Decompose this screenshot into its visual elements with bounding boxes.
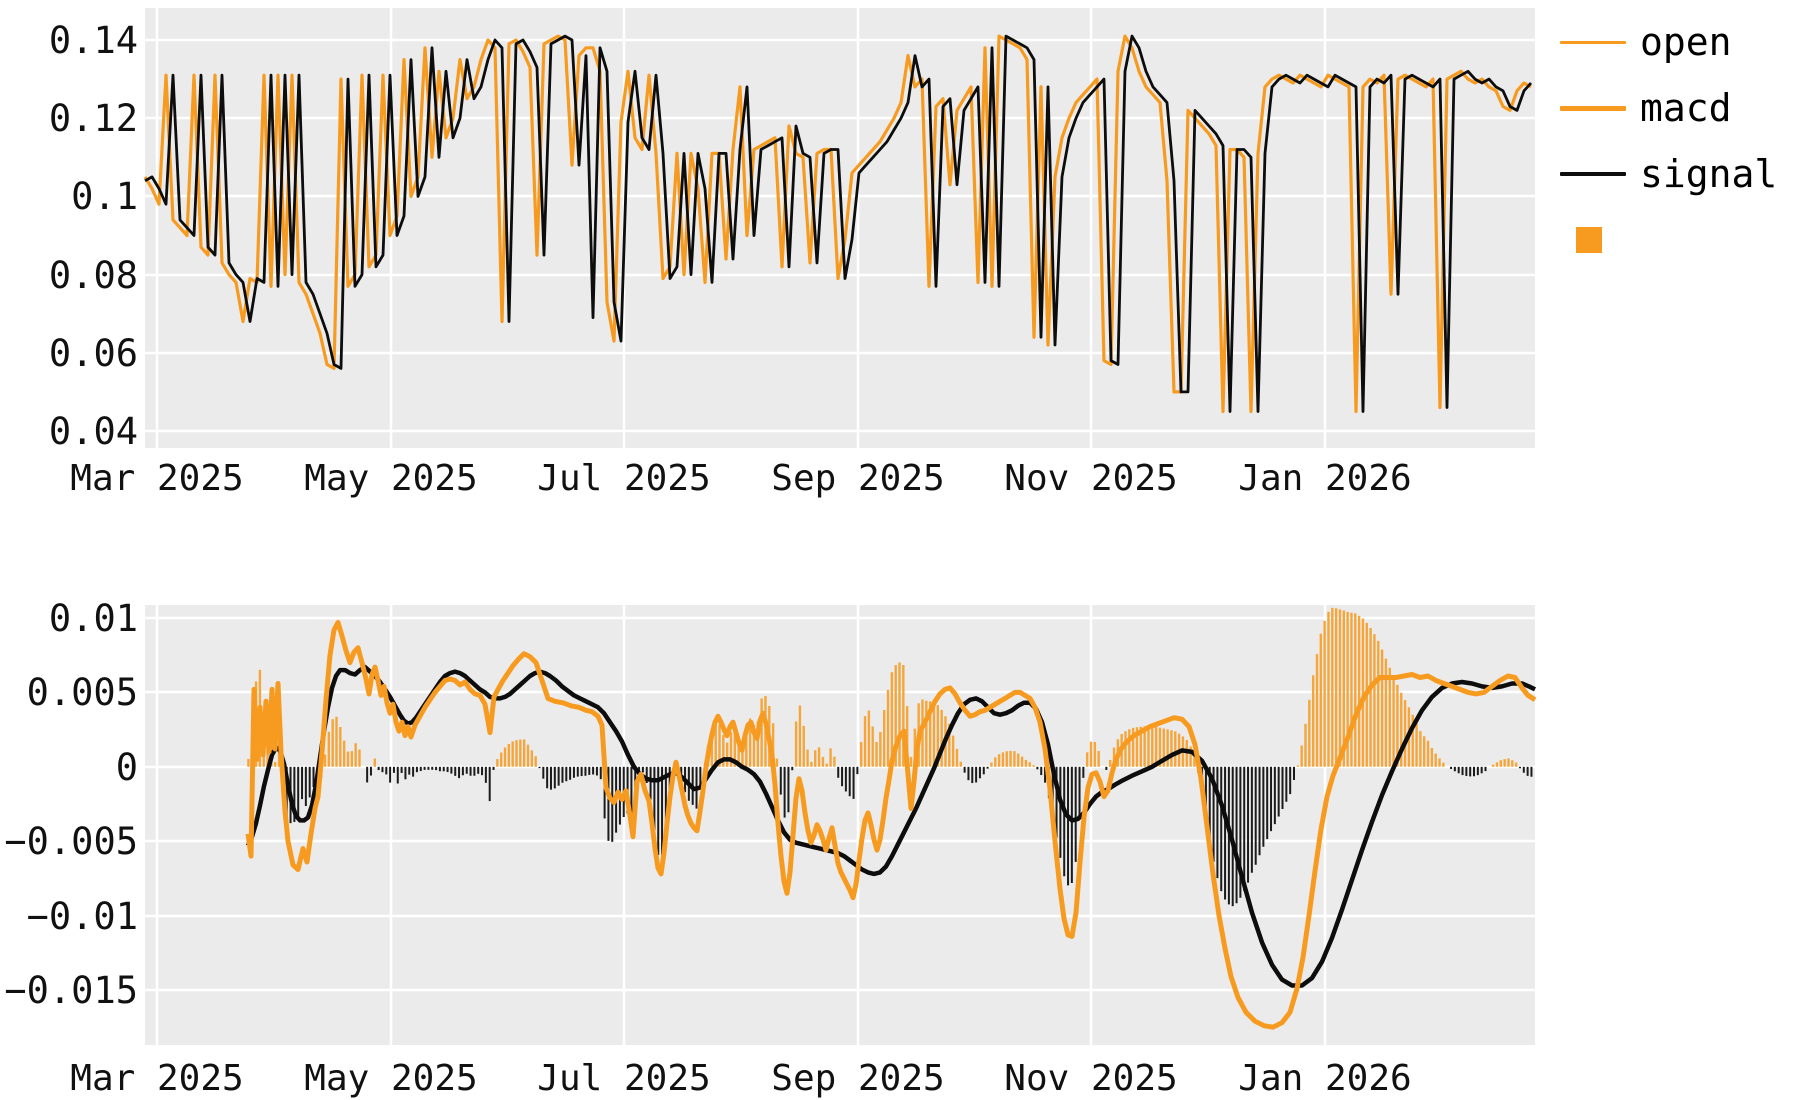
legend-entry-histogram — [1560, 214, 1777, 266]
y-tick-label: −0.01 — [27, 895, 138, 938]
y-tick-label: 0.12 — [49, 97, 138, 140]
plot-background — [145, 605, 1535, 1045]
y-tick-label: −0.015 — [4, 969, 138, 1012]
legend-label-macd: macd — [1640, 86, 1732, 130]
legend-entry-signal: signal — [1560, 148, 1777, 200]
x-tick-label: Jan 2026 — [1238, 458, 1411, 499]
legend-label-signal: signal — [1640, 152, 1778, 196]
x-tick-label: Jul 2025 — [537, 458, 710, 499]
x-tick-label: Mar 2025 — [70, 458, 243, 499]
y-tick-label: 0.08 — [49, 254, 138, 297]
legend-label-open: open — [1640, 20, 1732, 64]
x-tick-label: Nov 2025 — [1004, 1058, 1177, 1099]
legend: open macd signal — [1560, 16, 1777, 280]
signal-line-swatch-icon — [1560, 172, 1626, 176]
x-tick-label: May 2025 — [304, 1058, 477, 1099]
macd-line-swatch-icon — [1560, 105, 1626, 111]
open-line-swatch-icon — [1560, 40, 1626, 44]
legend-entry-macd: macd — [1560, 82, 1777, 134]
x-tick-label: Nov 2025 — [1004, 458, 1177, 499]
y-tick-label: 0.14 — [49, 19, 138, 62]
histogram-square-icon — [1576, 227, 1602, 253]
macd-line — [245, 620, 1537, 1030]
x-tick-label: Jan 2026 — [1238, 1058, 1411, 1099]
y-tick-label: 0.1 — [71, 175, 138, 218]
y-tick-label: 0.06 — [49, 332, 138, 375]
legend-entry-open: open — [1560, 16, 1777, 68]
x-tick-label: Jul 2025 — [537, 1058, 710, 1099]
black-overlay-line — [144, 34, 1533, 413]
x-tick-label: Sep 2025 — [771, 1058, 944, 1099]
x-tick-label: Sep 2025 — [771, 458, 944, 499]
y-tick-label: 0 — [116, 746, 138, 789]
y-tick-label: −0.005 — [4, 820, 138, 863]
x-tick-label: May 2025 — [304, 458, 477, 499]
y-tick-label: 0.01 — [49, 597, 138, 640]
y-tick-label: 0.005 — [27, 671, 138, 714]
y-tick-label: 0.04 — [49, 410, 138, 453]
x-tick-label: Mar 2025 — [70, 1058, 243, 1099]
